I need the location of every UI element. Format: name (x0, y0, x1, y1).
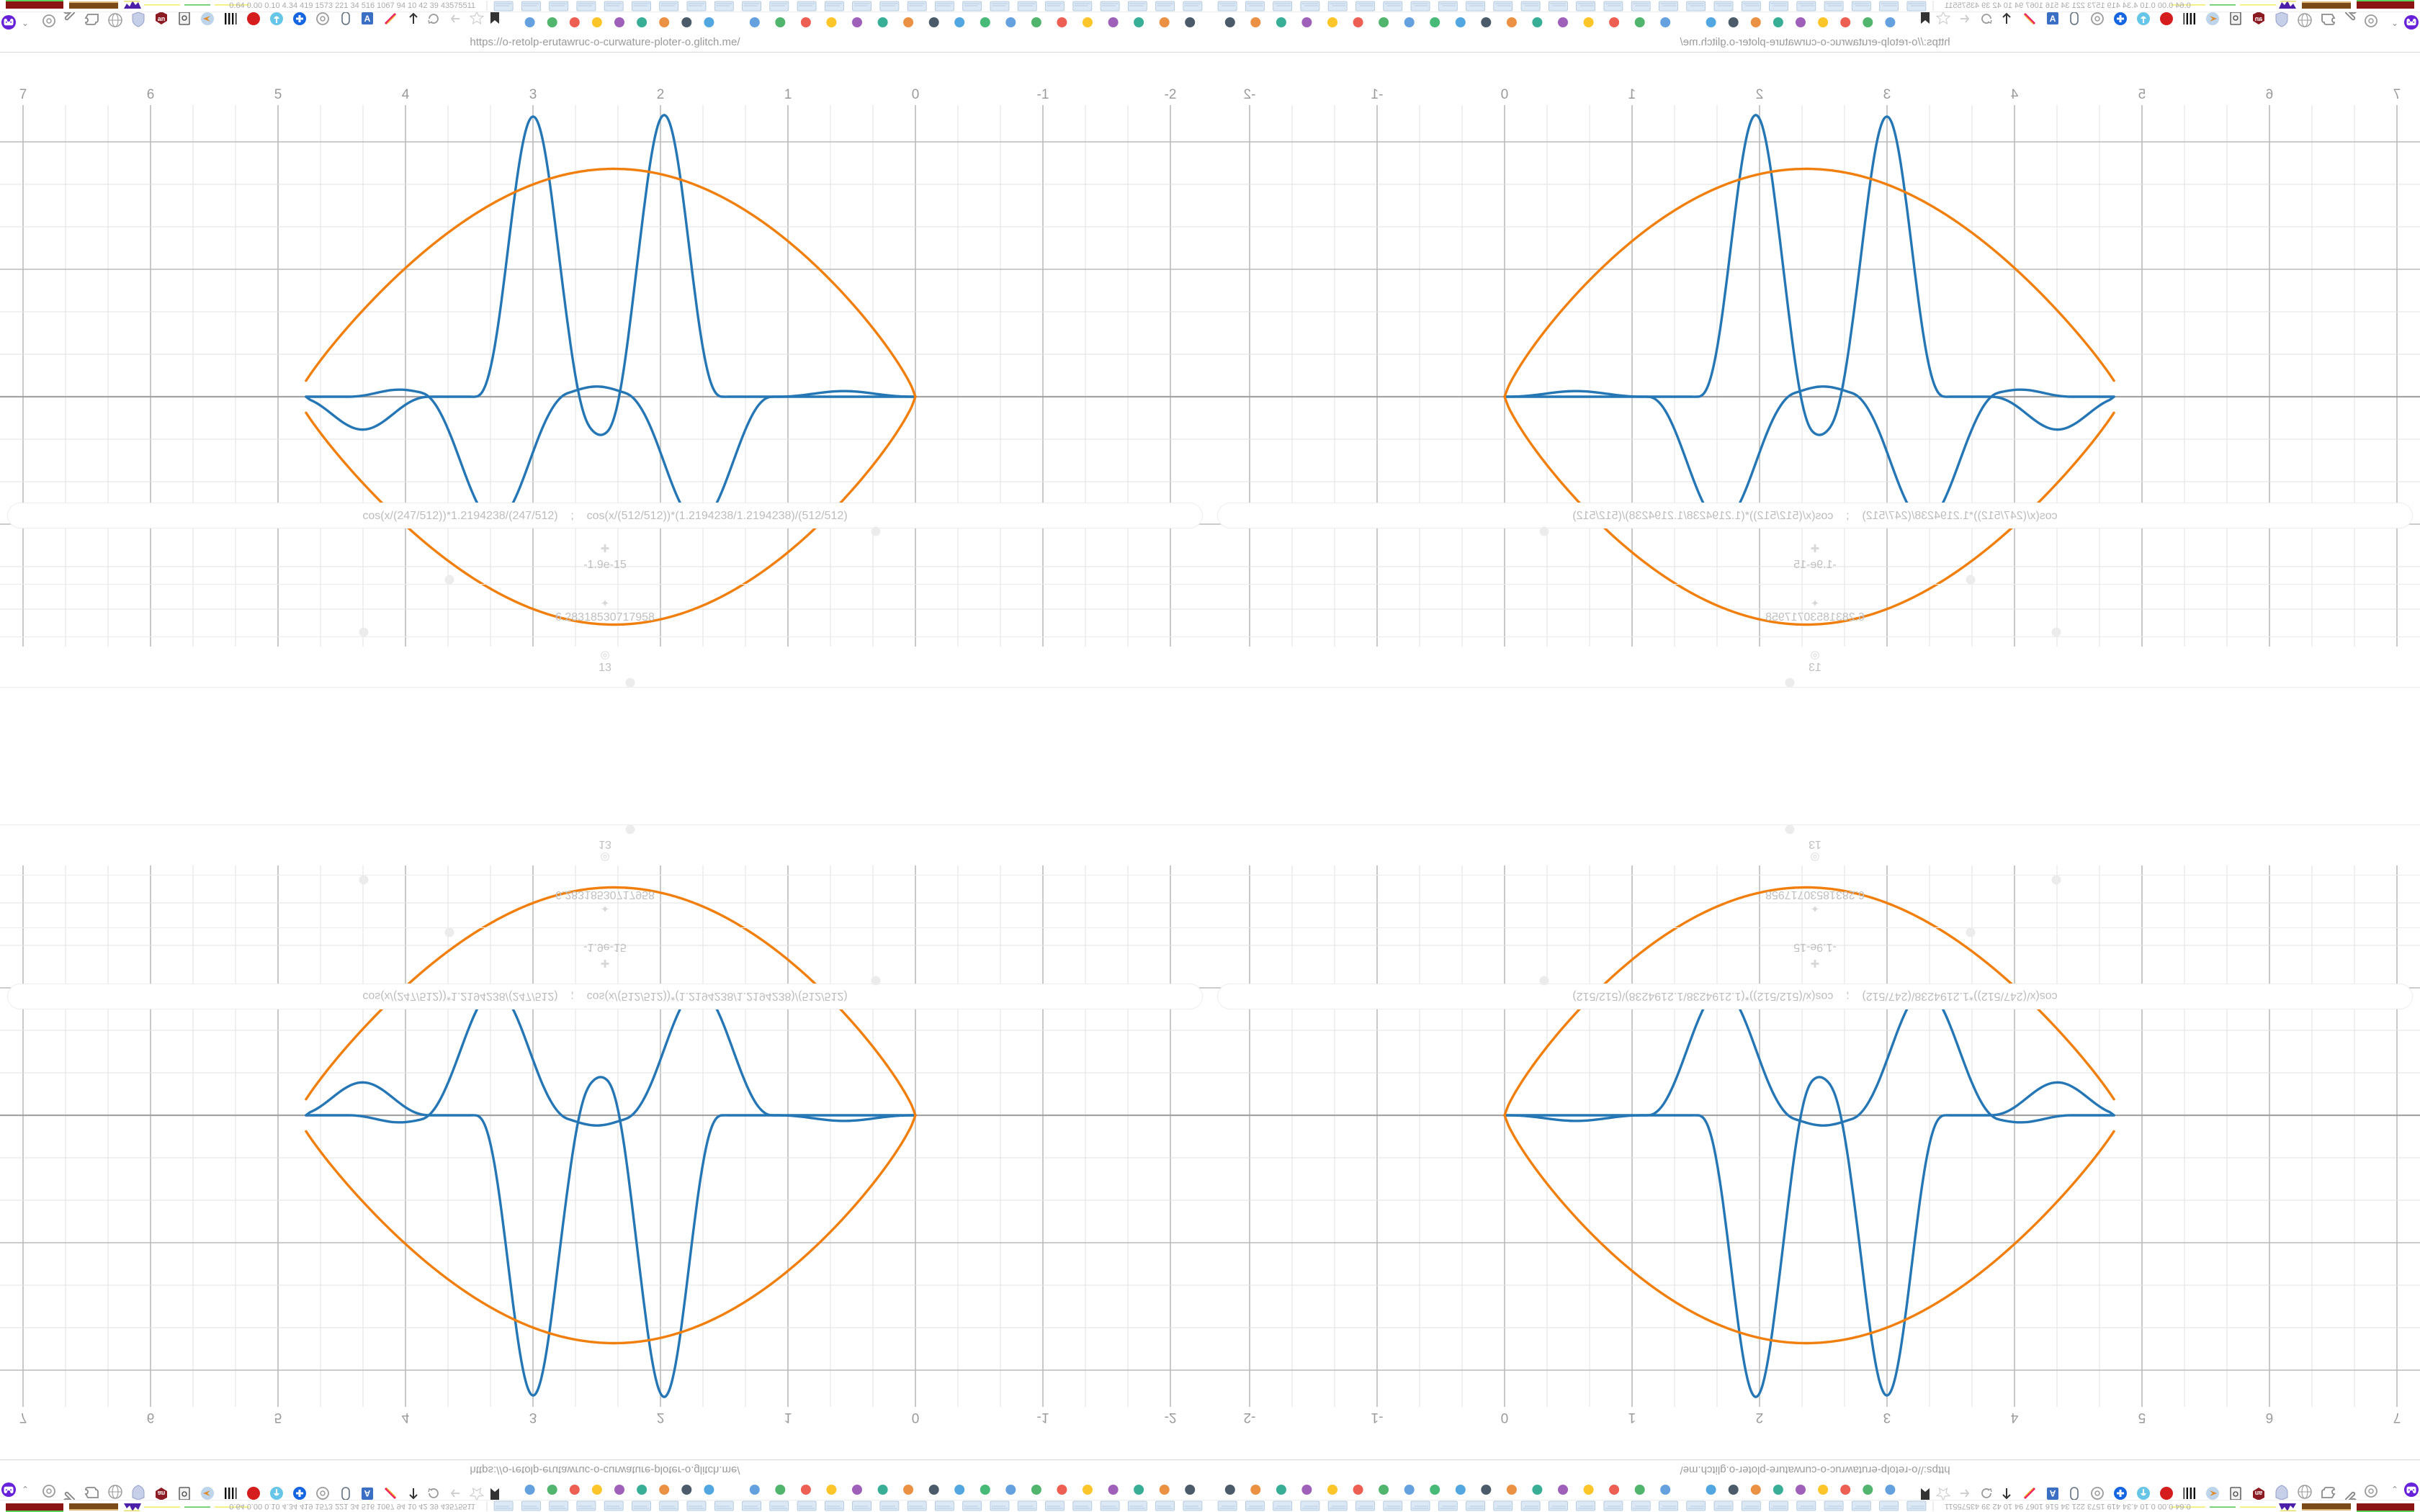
svg-text:0: 0 (912, 1410, 920, 1425)
svg-text:an: an (2255, 15, 2263, 22)
svg-text:1: 1 (784, 87, 792, 102)
svg-text:0.64 0.00 0.10 4.34 419: 0.64 0.00 0.10 4.34 419 1573 221 34 516 … (229, 1, 475, 10)
svg-text:A: A (2049, 14, 2056, 24)
svg-text:an: an (2255, 1490, 2263, 1497)
svg-text:0.64 0.00 0.10 4.34 419: 0.64 0.00 0.10 4.34 419 1573 221 34 516 … (229, 1502, 475, 1511)
svg-text:4: 4 (2010, 87, 2018, 102)
svg-text:2: 2 (657, 1410, 665, 1425)
svg-text:5: 5 (274, 87, 282, 102)
svg-text:-2: -2 (1165, 1410, 1177, 1425)
svg-text:4: 4 (2010, 1410, 2018, 1425)
svg-text:7: 7 (19, 1410, 27, 1425)
svg-text:A: A (364, 1488, 371, 1498)
svg-text:an: an (158, 1490, 166, 1497)
svg-text:5: 5 (2138, 1410, 2146, 1425)
svg-text:3: 3 (529, 87, 537, 102)
svg-text:an: an (158, 15, 166, 22)
svg-text:2: 2 (1756, 1410, 1764, 1425)
svg-text:4: 4 (402, 1410, 410, 1425)
svg-text:5: 5 (2138, 87, 2146, 102)
svg-text:0: 0 (1501, 87, 1509, 102)
svg-text:6: 6 (147, 1410, 155, 1425)
svg-text:⌄: ⌄ (2391, 1484, 2398, 1494)
svg-text:⌄: ⌄ (22, 1484, 29, 1494)
svg-text:-1: -1 (1037, 87, 1049, 102)
svg-text:6: 6 (2266, 1410, 2274, 1425)
svg-text:7: 7 (19, 87, 27, 102)
svg-text:-1: -1 (1371, 87, 1384, 102)
svg-text:0: 0 (1501, 1410, 1509, 1425)
svg-text:-2: -2 (1165, 87, 1177, 102)
svg-text:6: 6 (147, 87, 155, 102)
svg-text:A: A (364, 14, 371, 24)
svg-text:0.64 0.00 0.10 4.34 419: 0.64 0.00 0.10 4.34 419 1573 221 34 516 … (1945, 1, 2191, 10)
svg-text:-2: -2 (1244, 87, 1256, 102)
svg-text:A: A (2049, 1488, 2056, 1498)
svg-text:2: 2 (1756, 87, 1764, 102)
svg-text:2: 2 (657, 87, 665, 102)
svg-text:-2: -2 (1244, 1410, 1256, 1425)
svg-text:3: 3 (529, 1410, 537, 1425)
svg-text:3: 3 (1883, 87, 1891, 102)
svg-text:⌄: ⌄ (22, 18, 29, 28)
svg-text:4: 4 (402, 87, 410, 102)
svg-text:-1: -1 (1037, 1410, 1049, 1425)
svg-text:3: 3 (1883, 1410, 1891, 1425)
svg-text:1: 1 (1628, 1410, 1636, 1425)
svg-text:0: 0 (912, 87, 920, 102)
svg-text:-1: -1 (1371, 1410, 1384, 1425)
svg-text:⌄: ⌄ (2391, 18, 2398, 28)
svg-text:1: 1 (1628, 87, 1636, 102)
svg-text:6: 6 (2266, 87, 2274, 102)
svg-text:0.64 0.00 0.10 4.34 419: 0.64 0.00 0.10 4.34 419 1573 221 34 516 … (1945, 1502, 2191, 1511)
svg-text:7: 7 (2393, 1410, 2401, 1425)
svg-text:1: 1 (784, 1410, 792, 1425)
svg-text:7: 7 (2393, 87, 2401, 102)
svg-text:5: 5 (274, 1410, 282, 1425)
